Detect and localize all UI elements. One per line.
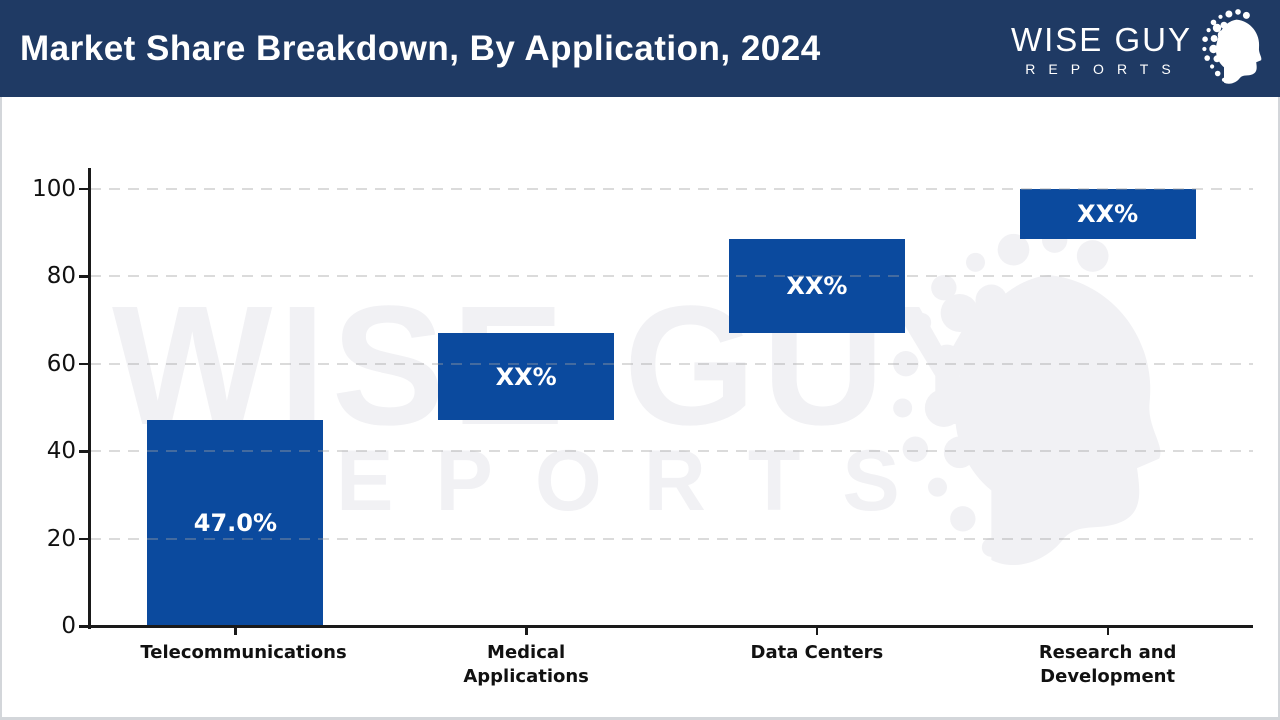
y-tickmark-20 [79,537,88,540]
y-tick-label-40: 40 [46,438,76,464]
y-tick-label-20: 20 [46,525,76,552]
page-border-right [1278,97,1280,720]
bar-value-label: 47.0% [193,509,278,538]
gridline-40 [90,450,1253,452]
bar-telecommunications [147,420,324,626]
page-border-left [0,97,2,720]
x-tickmark-1 [234,627,237,635]
y-axis-line [88,168,91,629]
bar-value-label: XX% [495,362,557,391]
y-tickmark-0 [79,625,88,628]
gridline-60 [90,362,1253,365]
wiseguy-logo-text: WISE GUY REPORTS [1011,21,1192,77]
gridline-20 [90,537,1253,540]
gridline-100 [90,187,1253,190]
page-title: Market Share Breakdown, By Application, … [20,28,821,68]
wiseguy-logo: WISE GUY REPORTS [1011,4,1266,94]
x-tickmark-2 [525,627,528,635]
y-tick-label-0: 0 [61,613,76,639]
bar-data-centers [728,238,905,333]
watermark-text-line2: REPORTS [232,433,942,529]
wiseguy-head-logo-icon [1202,9,1262,84]
gridline-80 [90,275,1253,277]
wiseguy-logo-line1: WISE GUY [1010,21,1192,58]
y-tick-label-80: 80 [46,263,76,289]
header-bar: Market Share Breakdown, By Application, … [0,0,1280,97]
bar-research-and-development [1019,188,1196,239]
y-tickmark-60 [79,362,88,365]
y-tick-label-60: 60 [46,350,76,377]
watermark-head-icon [893,227,1161,566]
chart-plot-area: 47.0% XX% XX% XX% 0 20 40 60 80 100 Telecommunicat… [0,97,1280,720]
bar-value-label: XX% [1077,199,1139,228]
x-tickmark-3 [815,627,819,635]
category-label-data-centers: Data Centers [750,642,884,663]
x-tickmark-4 [1106,627,1110,635]
bar-medical-applications [438,332,615,421]
page-border-bottom [0,717,1280,720]
y-tickmark-40 [79,450,88,453]
y-tickmark-100 [79,187,88,190]
category-label-medical-applications: Medical Applications [463,642,589,688]
category-label-research-and-development: Research and Development [1038,642,1177,688]
y-tick-label-100: 100 [32,175,76,202]
x-axis-line [88,625,1253,628]
category-label-telecommunications: Telecommunications [140,642,347,663]
y-tickmark-80 [79,275,88,278]
bar-value-label: XX% [786,271,848,300]
wiseguy-logo-line2: REPORTS [1025,61,1184,77]
